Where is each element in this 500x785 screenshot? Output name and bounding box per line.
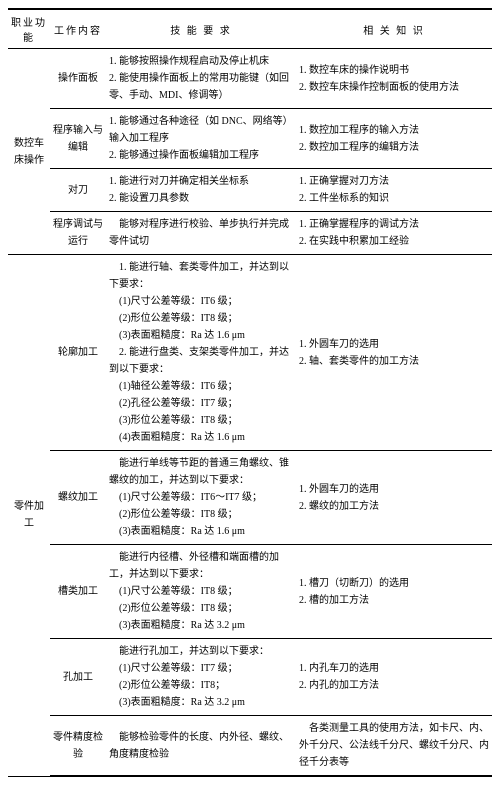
work-slot: 槽类加工 <box>50 545 106 639</box>
table-row: 零件精度检验 能够检验零件的长度、内外径、螺纹、角度精度检验 各类测量工具的使用… <box>8 716 492 777</box>
skill-panel: 1. 能够按照操作规程启动及停止机床2. 能使用操作面板上的常用功能键（如回零、… <box>106 49 296 109</box>
work-thread: 螺纹加工 <box>50 451 106 545</box>
know-panel: 1. 数控车床的操作说明书2. 数控车床操作控制面板的使用方法 <box>296 49 492 109</box>
work-prog: 程序输入与编辑 <box>50 109 106 169</box>
work-panel: 操作面板 <box>50 49 106 109</box>
header-row: 职业功能 工作内容 技 能 要 求 相 关 知 识 <box>8 9 492 49</box>
table-row: 螺纹加工 能进行单线等节距的普通三角螺纹、锥螺纹的加工，并达到以下要求： (1)… <box>8 451 492 545</box>
work-tool: 对刀 <box>50 169 106 212</box>
table-row: 程序输入与编辑 1. 能够通过各种途径（如 DNC、网络等）输入加工程序2. 能… <box>8 109 492 169</box>
table-row: 零件加工 轮廓加工 1. 能进行轴、套类零件加工，并达到以下要求： (1)尺寸公… <box>8 255 492 451</box>
know-debug: 1. 正确掌握程序的调试方法2. 在实践中积累加工经验 <box>296 212 492 255</box>
func-lathe: 数控车床操作 <box>8 49 50 255</box>
work-debug: 程序调试与运行 <box>50 212 106 255</box>
work-inspect: 零件精度检验 <box>50 716 106 777</box>
header-work: 工作内容 <box>50 9 106 49</box>
skill-tool: 1. 能进行对刀并确定相关坐标系2. 能设置刀具参数 <box>106 169 296 212</box>
skill-debug: 能够对程序进行校验、单步执行并完成零件试切 <box>106 212 296 255</box>
know-prog: 1. 数控加工程序的输入方法2. 数控加工程序的编辑方法 <box>296 109 492 169</box>
skill-slot: 能进行内径槽、外径槽和端面槽的加工，并达到以下要求： (1)尺寸公差等级：IT8… <box>106 545 296 639</box>
header-skill: 技 能 要 求 <box>106 9 296 49</box>
work-hole: 孔加工 <box>50 639 106 716</box>
know-thread: 1. 外圆车刀的选用2. 螺纹的加工方法 <box>296 451 492 545</box>
header-func: 职业功能 <box>8 9 50 49</box>
skill-contour: 1. 能进行轴、套类零件加工，并达到以下要求： (1)尺寸公差等级：IT6 级；… <box>106 255 296 451</box>
know-inspect: 各类测量工具的使用方法，如卡尺、内、外千分尺、公法线千分尺、螺纹千分尺、内径千分… <box>296 716 492 777</box>
know-slot: 1. 槽刀（切断刀）的选用2. 槽的加工方法 <box>296 545 492 639</box>
work-contour: 轮廓加工 <box>50 255 106 451</box>
skills-table: 职业功能 工作内容 技 能 要 求 相 关 知 识 数控车床操作 操作面板 1.… <box>8 8 492 777</box>
table-row: 孔加工 能进行孔加工，并达到以下要求： (1)尺寸公差等级：IT7 级； (2)… <box>8 639 492 716</box>
know-hole: 1. 内孔车刀的选用2. 内孔的加工方法 <box>296 639 492 716</box>
know-tool: 1. 正确掌握对刀方法2. 工件坐标系的知识 <box>296 169 492 212</box>
skill-prog: 1. 能够通过各种途径（如 DNC、网络等）输入加工程序2. 能够通过操作面板编… <box>106 109 296 169</box>
table-row: 槽类加工 能进行内径槽、外径槽和端面槽的加工，并达到以下要求： (1)尺寸公差等… <box>8 545 492 639</box>
table-row: 程序调试与运行 能够对程序进行校验、单步执行并完成零件试切 1. 正确掌握程序的… <box>8 212 492 255</box>
header-know: 相 关 知 识 <box>296 9 492 49</box>
table-row: 数控车床操作 操作面板 1. 能够按照操作规程启动及停止机床2. 能使用操作面板… <box>8 49 492 109</box>
know-contour: 1. 外圆车刀的选用2. 轴、套类零件的加工方法 <box>296 255 492 451</box>
func-part: 零件加工 <box>8 255 50 777</box>
table-row: 对刀 1. 能进行对刀并确定相关坐标系2. 能设置刀具参数 1. 正确掌握对刀方… <box>8 169 492 212</box>
skill-thread: 能进行单线等节距的普通三角螺纹、锥螺纹的加工，并达到以下要求： (1)尺寸公差等… <box>106 451 296 545</box>
skill-hole: 能进行孔加工，并达到以下要求： (1)尺寸公差等级：IT7 级； (2)形位公差… <box>106 639 296 716</box>
skill-inspect: 能够检验零件的长度、内外径、螺纹、角度精度检验 <box>106 716 296 777</box>
